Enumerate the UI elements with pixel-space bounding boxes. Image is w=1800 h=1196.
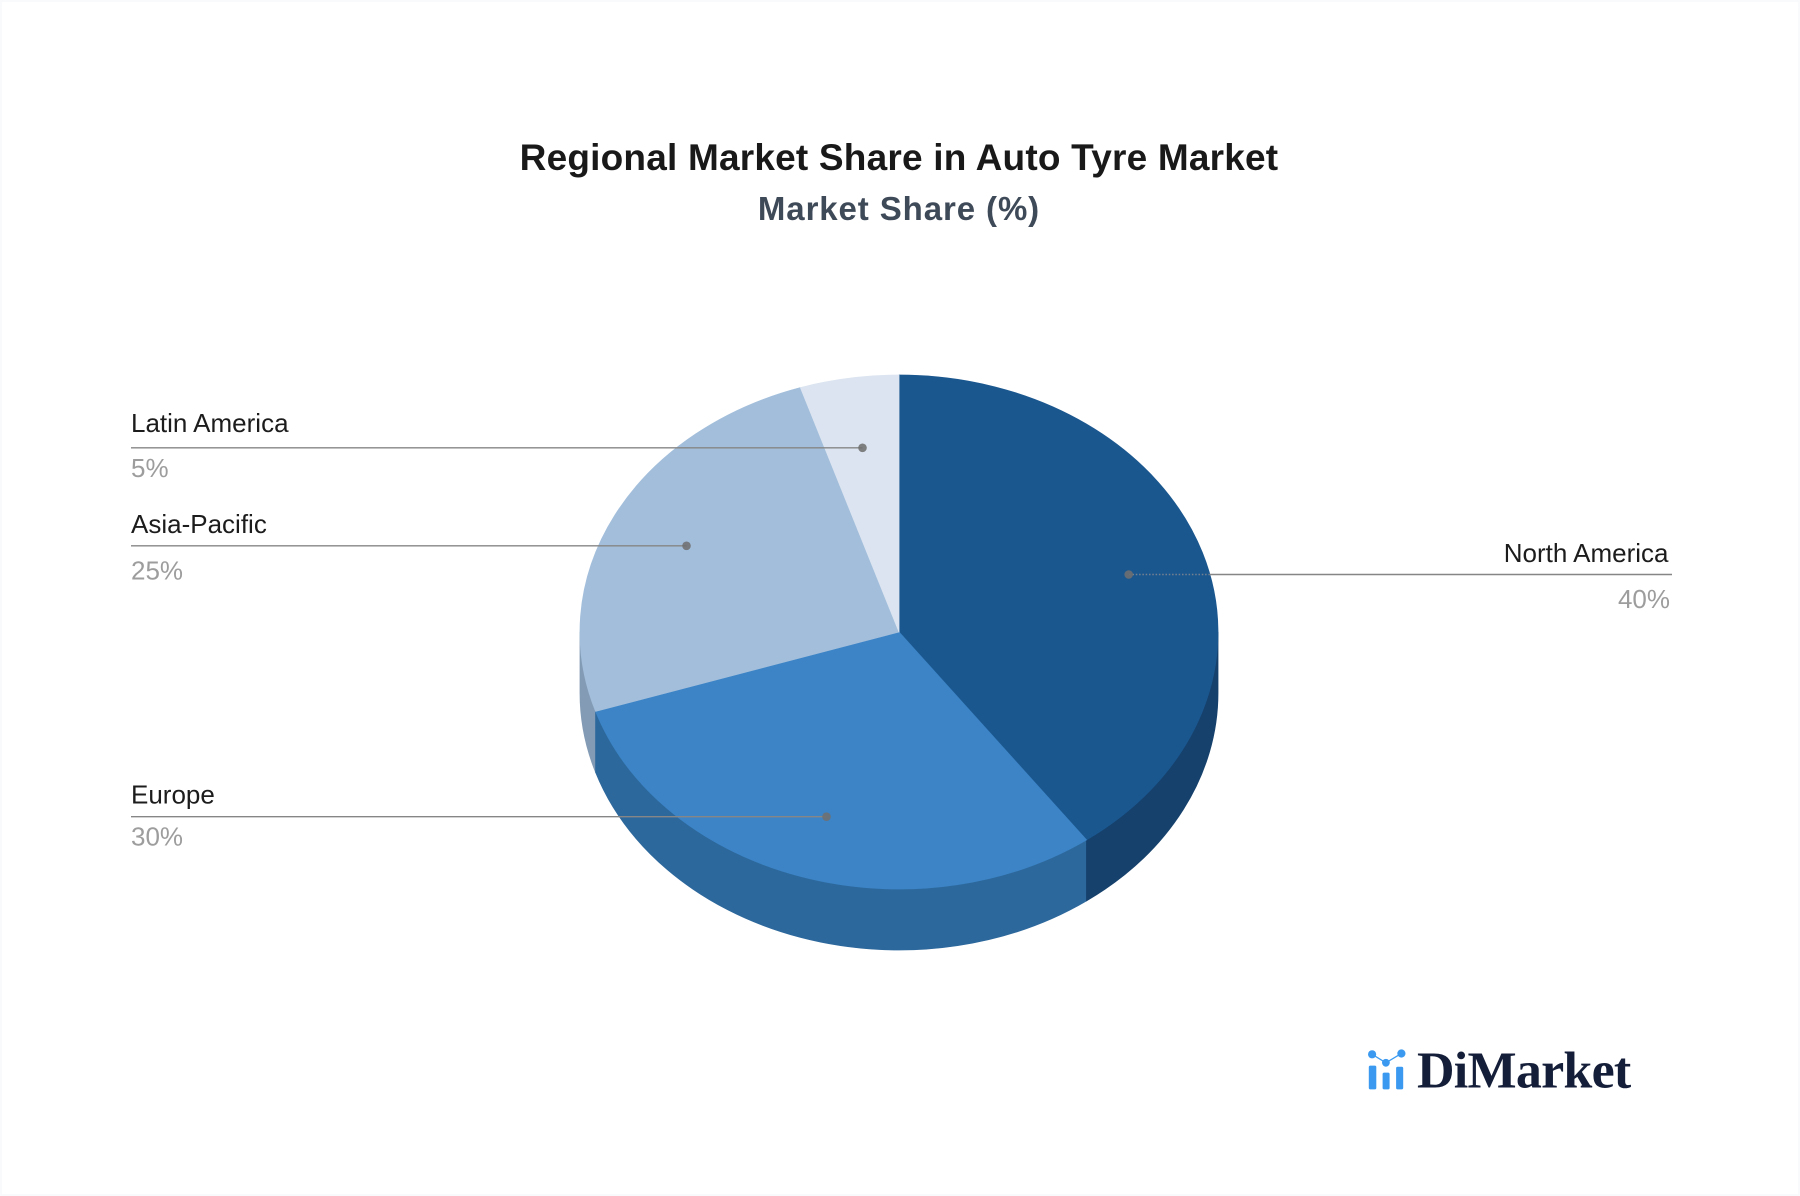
- svg-text:Latin America: Latin America: [131, 408, 289, 438]
- svg-text:Market Share (%): Market Share (%): [758, 190, 1040, 227]
- svg-text:DiMarket: DiMarket: [1417, 1043, 1632, 1100]
- svg-text:Europe: Europe: [131, 780, 215, 810]
- svg-text:40%: 40%: [1618, 584, 1670, 614]
- svg-text:5%: 5%: [131, 453, 169, 483]
- svg-text:Asia-Pacific: Asia-Pacific: [131, 509, 267, 539]
- svg-text:North America: North America: [1504, 538, 1669, 568]
- svg-text:Regional Market Share in Auto: Regional Market Share in Auto Tyre Marke…: [520, 137, 1279, 178]
- svg-text:30%: 30%: [131, 822, 183, 852]
- svg-text:25%: 25%: [131, 555, 183, 585]
